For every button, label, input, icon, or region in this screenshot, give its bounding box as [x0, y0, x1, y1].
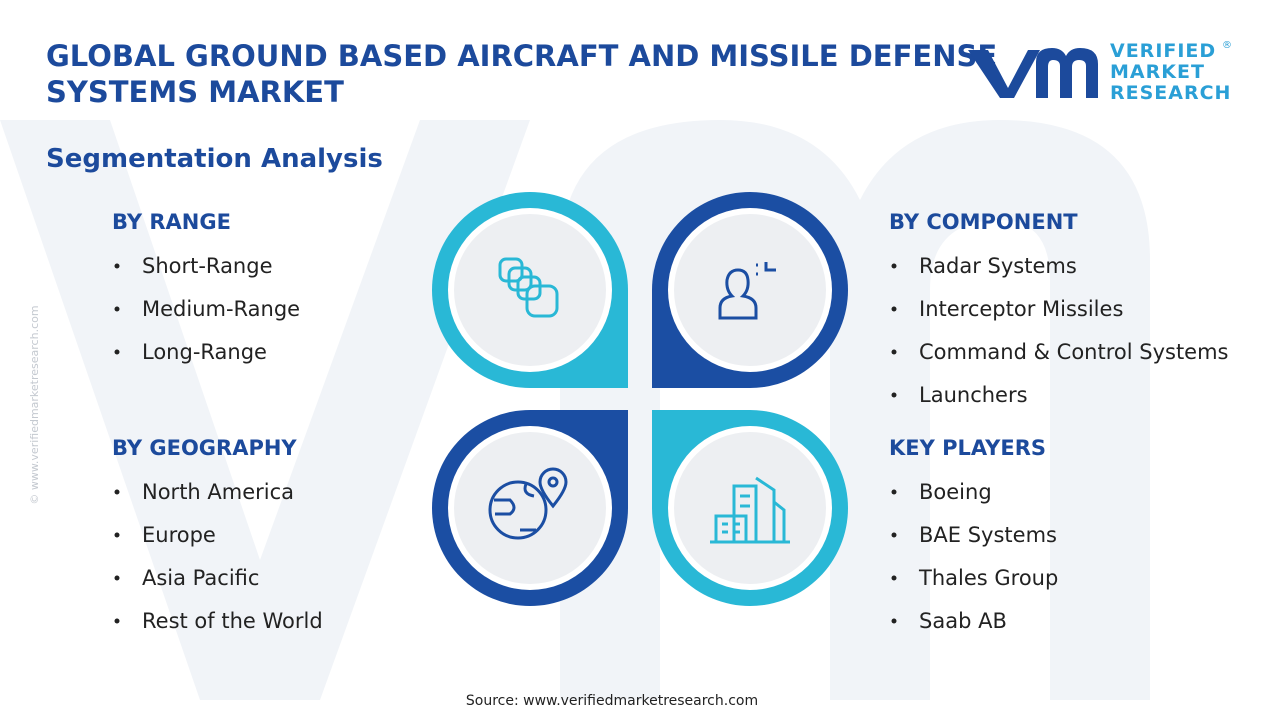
list-item: Asia Pacific	[142, 566, 259, 590]
logo-text: MARKET	[1110, 61, 1205, 83]
bullet	[891, 349, 897, 355]
watermark	[0, 120, 1150, 700]
list-item: Thales Group	[918, 566, 1058, 590]
quadrant-graphic	[432, 192, 848, 606]
list-item: Rest of the World	[142, 609, 323, 633]
bullet	[114, 349, 120, 355]
bullet	[891, 618, 897, 624]
section-heading: KEY PLAYERS	[889, 436, 1046, 460]
title: SYSTEMS MARKET	[46, 75, 344, 109]
section-heading: BY RANGE	[112, 210, 231, 234]
list-item: Medium-Range	[142, 297, 300, 321]
list-item: Interceptor Missiles	[919, 297, 1123, 321]
list-item: Europe	[142, 523, 216, 547]
bullet	[891, 306, 897, 312]
list-item: Launchers	[919, 383, 1028, 407]
list-item: Short-Range	[142, 254, 273, 278]
bullet	[114, 263, 120, 269]
logo-text: RESEARCH	[1110, 82, 1231, 104]
list-item: Command & Control Systems	[919, 340, 1229, 364]
list-item: Saab AB	[919, 609, 1007, 633]
side-text: © www.verifiedmarketresearch.com	[28, 305, 41, 504]
bullet	[891, 263, 897, 269]
section-heading: BY COMPONENT	[889, 210, 1078, 234]
bullet	[891, 489, 897, 495]
bullet	[891, 532, 897, 538]
title: GLOBAL GROUND BASED AIRCRAFT AND MISSILE…	[46, 39, 997, 73]
list-item: BAE Systems	[919, 523, 1057, 547]
logo: VERIFIED MARKET RESEARCH ®	[968, 40, 1232, 104]
bullet	[891, 575, 897, 581]
bullet	[114, 575, 120, 581]
bullet	[114, 532, 120, 538]
source: Source: www.verifiedmarketresearch.com	[466, 693, 758, 709]
logo-registered: ®	[1222, 40, 1232, 51]
list-item: Boeing	[919, 480, 992, 504]
list-item: Long-Range	[142, 340, 267, 364]
logo-text: VERIFIED	[1110, 40, 1216, 62]
list-item: North America	[142, 480, 294, 504]
bullet	[891, 392, 897, 398]
section-heading: BY GEOGRAPHY	[112, 436, 297, 460]
list-item: Radar Systems	[919, 254, 1077, 278]
bullet	[114, 618, 120, 624]
bullet	[114, 306, 120, 312]
subtitle: Segmentation Analysis	[46, 144, 383, 174]
sections: BY RANGE Short-Range Medium-Range Long-Rang…	[112, 210, 1229, 633]
bullet	[114, 489, 120, 495]
